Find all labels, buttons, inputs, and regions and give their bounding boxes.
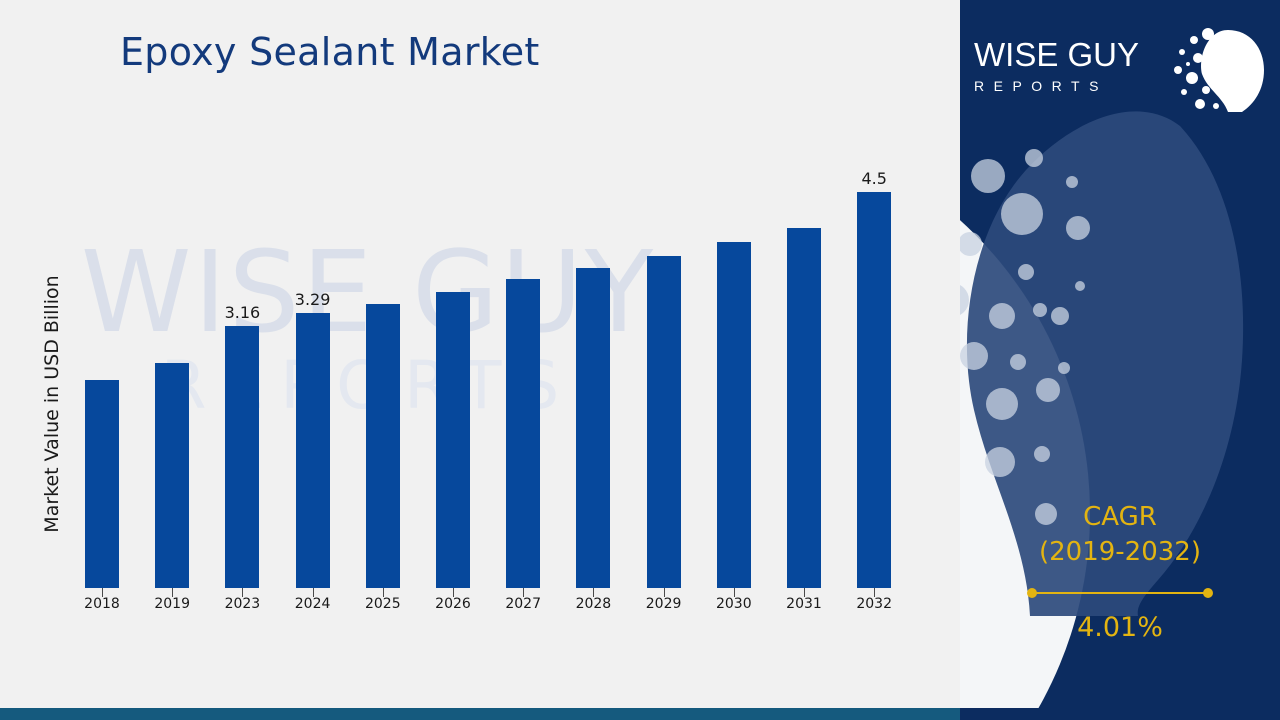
bar-2029 — [646, 256, 681, 588]
x-tick-2028 — [593, 588, 595, 597]
cagr-value: 4.01% — [1077, 612, 1163, 644]
x-axis-label-2018: 2018 — [84, 596, 120, 612]
logo-main-text: WISE GUY — [974, 36, 1140, 73]
x-tick-2026 — [453, 588, 454, 597]
x-tick-2023 — [242, 588, 244, 597]
divider-line — [1032, 592, 1208, 595]
bar-2025 — [365, 304, 400, 588]
x-axis-label-2029: 2029 — [645, 596, 682, 612]
x-tick-2024 — [312, 588, 314, 597]
x-axis-label-2028: 2028 — [575, 596, 612, 612]
bar-2018 — [85, 380, 119, 588]
bar-2028 — [576, 268, 611, 588]
cagr-title-line1: CAGR — [1083, 502, 1157, 532]
x-tick-2025 — [382, 588, 384, 597]
divider-dot-right — [1203, 588, 1213, 599]
bar-2019 — [155, 363, 190, 588]
x-axis-label-2027: 2027 — [505, 596, 541, 612]
x-axis-label-2024: 2024 — [294, 596, 331, 612]
x-tick-2029 — [663, 588, 665, 597]
footer-right-fill — [960, 708, 1280, 720]
logo-head-icon — [1174, 28, 1264, 112]
cagr-title-line2: (2019-2032) — [1038, 537, 1201, 568]
cagr-divider — [1027, 588, 1213, 599]
x-tick-2018 — [102, 588, 103, 597]
x-tick-2019 — [172, 588, 174, 597]
x-tick-2030 — [733, 588, 735, 597]
logo-sub-text: REPORTS — [974, 78, 1108, 94]
x-axis-label-2025: 2025 — [364, 596, 401, 612]
x-axis-label-2032: 2032 — [856, 596, 892, 612]
wiseguy-logo: WISE GUY REPORTS — [974, 38, 1214, 94]
x-axis-label-2030: 2030 — [715, 596, 752, 612]
footer-accent-bar — [0, 708, 960, 720]
x-axis-label-2019: 2019 — [154, 596, 190, 612]
x-tick-2031 — [804, 588, 805, 597]
x-axis-label-2026: 2026 — [435, 596, 471, 612]
bar-2023 — [225, 326, 260, 588]
chart-panel: WISE GUY REPORTS Epoxy Sealant Market Ma… — [41, 30, 892, 612]
bar-2024 — [295, 313, 330, 588]
x-axis-label-2031: 2031 — [786, 596, 822, 612]
bar-2026 — [436, 292, 470, 588]
bar-value-label-2032: 4.5 — [861, 169, 887, 188]
chart-title: Epoxy Sealant Market — [120, 30, 540, 74]
bar-2030 — [716, 242, 751, 588]
x-tick-2032 — [874, 588, 876, 597]
plot-area: 2018 2019 3.16 2023 3.29 2024 2025 2026 2027 2028… — [84, 169, 892, 612]
cagr-block: CAGR (2019-2032) 4.01% — [960, 500, 1280, 643]
head-network-graphic — [960, 111, 1244, 616]
bar-2027 — [506, 279, 541, 588]
bar-2032 — [857, 192, 892, 588]
brand-panel: WISE GUY REPORTS CAGR (2019-2032) — [960, 0, 1280, 708]
x-axis-label-2023: 2023 — [224, 596, 261, 612]
bar-value-label-2024: 3.29 — [294, 290, 331, 309]
x-tick-2027 — [523, 588, 525, 597]
bar-value-label-2023: 3.16 — [224, 303, 261, 322]
bar-2031 — [787, 228, 821, 588]
